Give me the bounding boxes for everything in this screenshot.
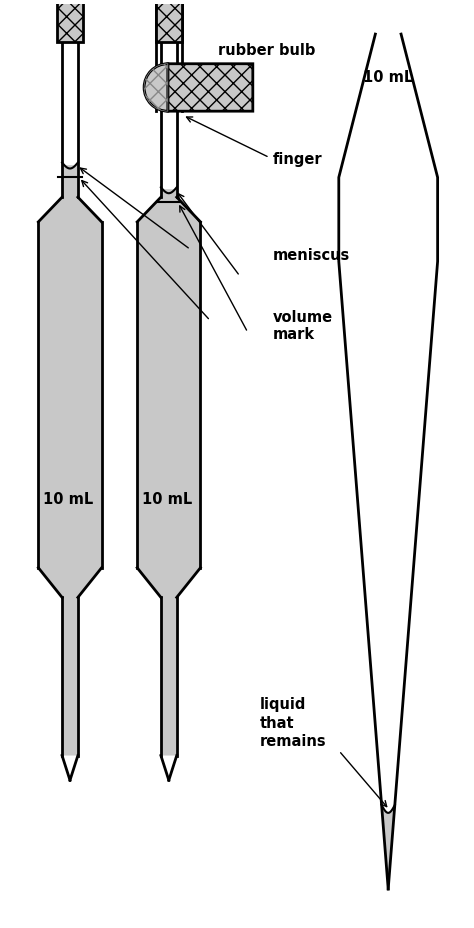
Text: 10 mL: 10 mL [43, 492, 93, 507]
Text: meniscus: meniscus [273, 247, 350, 263]
Text: liquid
that
remains: liquid that remains [260, 697, 327, 749]
Polygon shape [137, 43, 201, 755]
Polygon shape [38, 43, 101, 755]
Text: finger: finger [273, 151, 322, 166]
Bar [57, 0, 83, 43]
Bar [156, 0, 182, 43]
Text: rubber bulb: rubber bulb [218, 43, 316, 58]
Text: 10 mL: 10 mL [142, 492, 192, 507]
Text: 10 mL: 10 mL [364, 70, 414, 84]
Wedge shape [144, 65, 168, 112]
Polygon shape [382, 806, 395, 889]
Text: volume
mark: volume mark [273, 310, 333, 342]
FancyBboxPatch shape [168, 65, 253, 112]
